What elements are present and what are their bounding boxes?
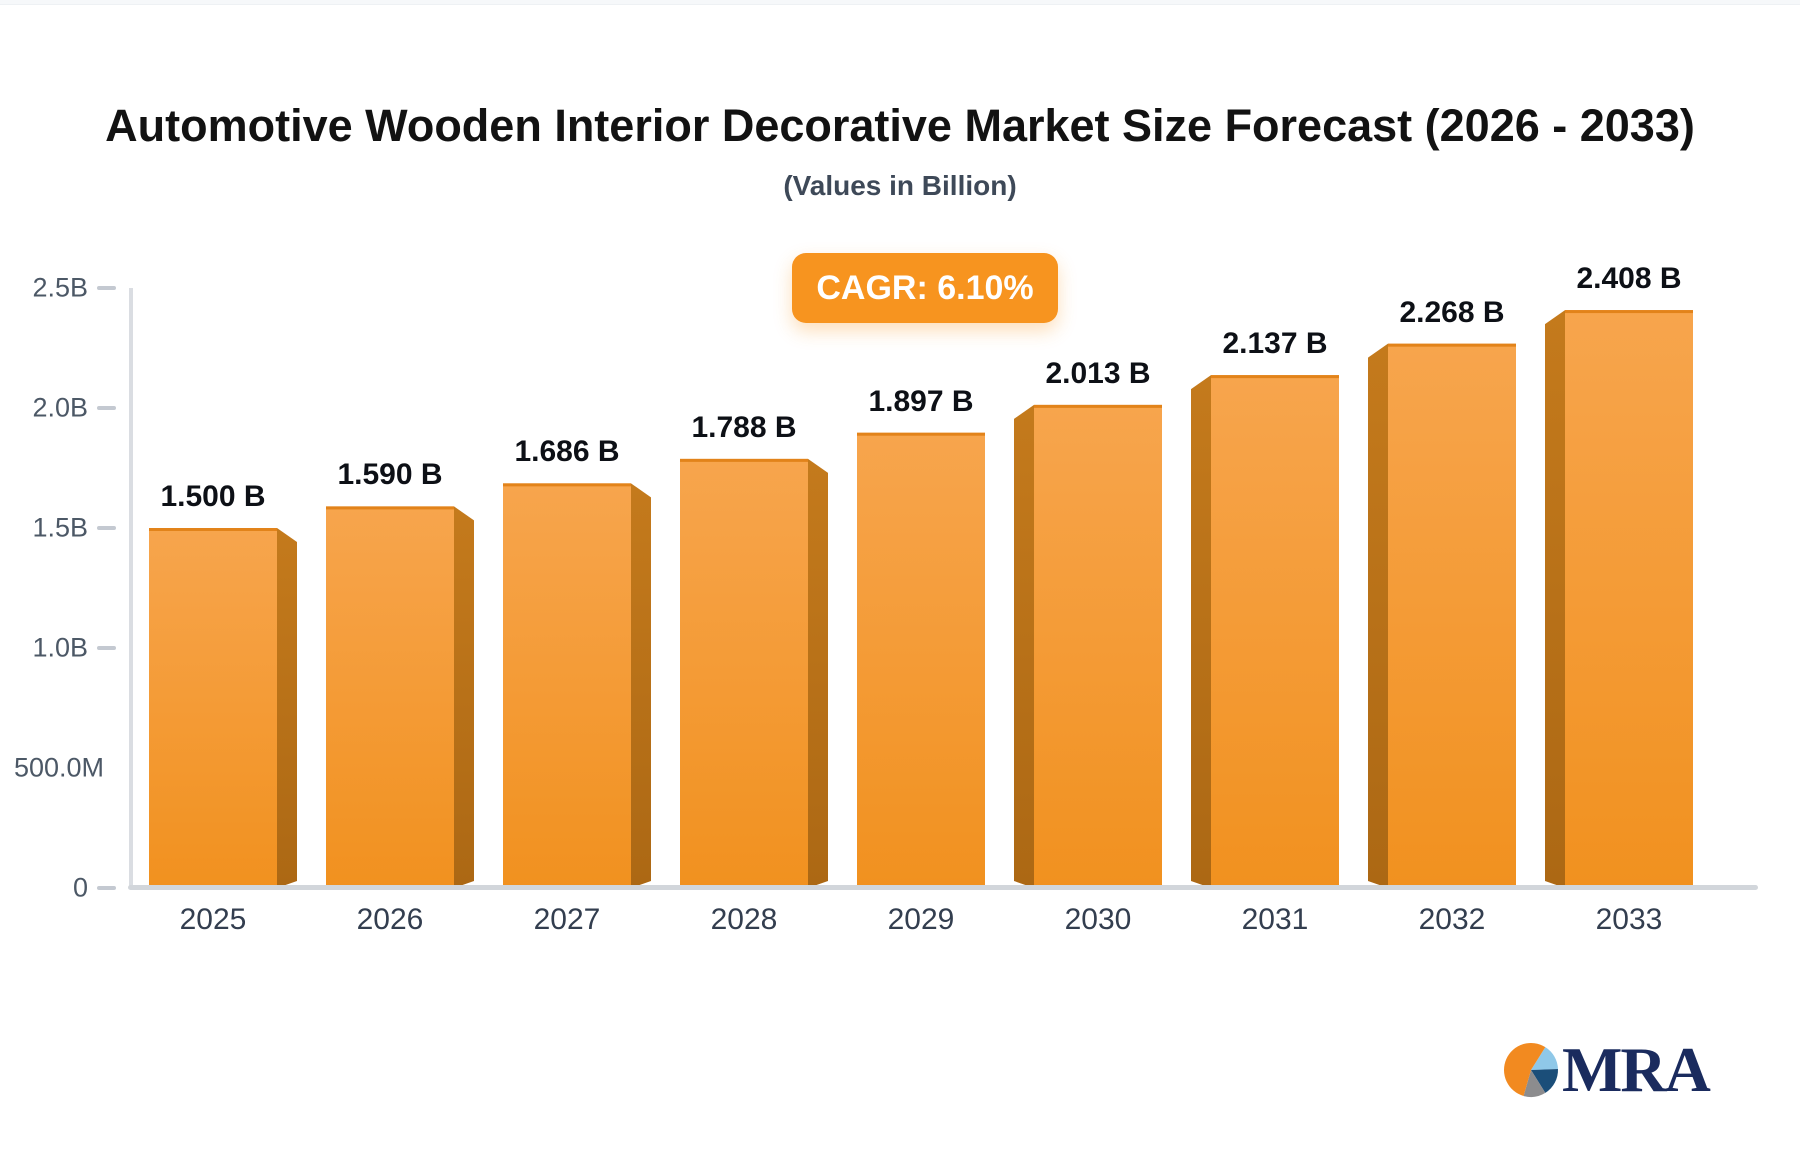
- bar-3d-side: [1014, 404, 1034, 888]
- logo-pie-slice: [1531, 1047, 1558, 1070]
- bar-value-label: 2.268 B: [1399, 295, 1505, 329]
- x-tick-label: 2026: [356, 903, 424, 936]
- x-axis-line: [128, 885, 1758, 890]
- x-tick-label: 2029: [887, 903, 955, 936]
- bar-2025: [149, 528, 277, 888]
- page-top-band: [0, 0, 1800, 5]
- chart-subtitle: (Values in Billion): [783, 170, 1017, 201]
- brand-logo: MRA: [1502, 1034, 1711, 1105]
- y-tick-label: 0: [72, 872, 88, 903]
- chart-title: Automotive Wooden Interior Decorative Ma…: [105, 100, 1695, 151]
- y-tick-dash: [97, 406, 116, 410]
- x-tick-label: 2028: [710, 903, 778, 936]
- logo-pie-slice: [1503, 1042, 1546, 1096]
- bar-2030: [1034, 404, 1162, 888]
- x-tick-label: 2033: [1595, 903, 1663, 936]
- x-tick-label: 2027: [533, 903, 601, 936]
- logo-pie-icon: [1503, 1042, 1558, 1097]
- bar-value-label: 2.013 B: [1045, 356, 1151, 390]
- bar-top-edge: [680, 458, 808, 462]
- bar-3d-side: [1545, 310, 1565, 889]
- bar-top-edge: [1211, 375, 1339, 379]
- bar-3d-side: [454, 506, 474, 888]
- y-tick-dash: [97, 526, 116, 530]
- bar-3d-side: [808, 458, 828, 888]
- bar-3d-side: [631, 483, 651, 888]
- bar-value-label: 1.897 B: [868, 384, 974, 418]
- bar-2026: [326, 506, 454, 888]
- logo-pie-slice: [1523, 1070, 1546, 1097]
- x-tick-label: 2031: [1241, 903, 1309, 936]
- bar-value-label: 2.408 B: [1576, 262, 1682, 296]
- y-tick-label: 1.5B: [32, 512, 88, 543]
- bar-3d-side: [277, 528, 297, 888]
- bar-top-edge: [1034, 404, 1162, 408]
- bar-2028: [680, 458, 808, 888]
- bar-top-edge: [149, 528, 277, 531]
- bar-value-label: 1.686 B: [514, 435, 620, 469]
- bar-top-edge: [857, 432, 985, 436]
- bar-2027: [503, 483, 631, 888]
- bar-top-edge: [1565, 310, 1693, 314]
- y-tick-label: 1.0B: [32, 632, 88, 663]
- bar-3d-side: [1191, 375, 1211, 888]
- y-axis-line: [129, 288, 133, 888]
- bar-2032: [1388, 343, 1516, 888]
- logo-pie-slice: [1531, 1069, 1558, 1093]
- bar-top-edge: [326, 506, 454, 510]
- y-tick-dash: [97, 286, 116, 290]
- logo-text: MRA: [1562, 1034, 1711, 1105]
- y-tick-label: 2.0B: [32, 392, 88, 423]
- bar-3d-side: [1368, 343, 1388, 888]
- x-tick-label: 2030: [1064, 903, 1132, 936]
- bar-2033: [1565, 310, 1693, 889]
- y-tick-label: 500.0M: [13, 752, 104, 783]
- bar-value-label: 1.788 B: [691, 410, 797, 444]
- bar-2029: [857, 432, 985, 888]
- y-tick-label: 2.5B: [32, 272, 88, 303]
- y-tick-dash: [97, 646, 116, 650]
- bar-value-label: 1.500 B: [160, 480, 266, 513]
- bar-top-edge: [503, 483, 631, 487]
- cagr-badge: CAGR: 6.10%: [792, 253, 1058, 323]
- x-tick-label: 2032: [1418, 903, 1486, 936]
- y-tick-dash: [97, 886, 116, 890]
- bar-2031: [1211, 375, 1339, 888]
- bar-top-edge: [1388, 343, 1516, 347]
- bar-value-label: 2.137 B: [1222, 327, 1328, 361]
- bar-value-label: 1.590 B: [337, 458, 443, 492]
- x-tick-label: 2025: [179, 903, 247, 936]
